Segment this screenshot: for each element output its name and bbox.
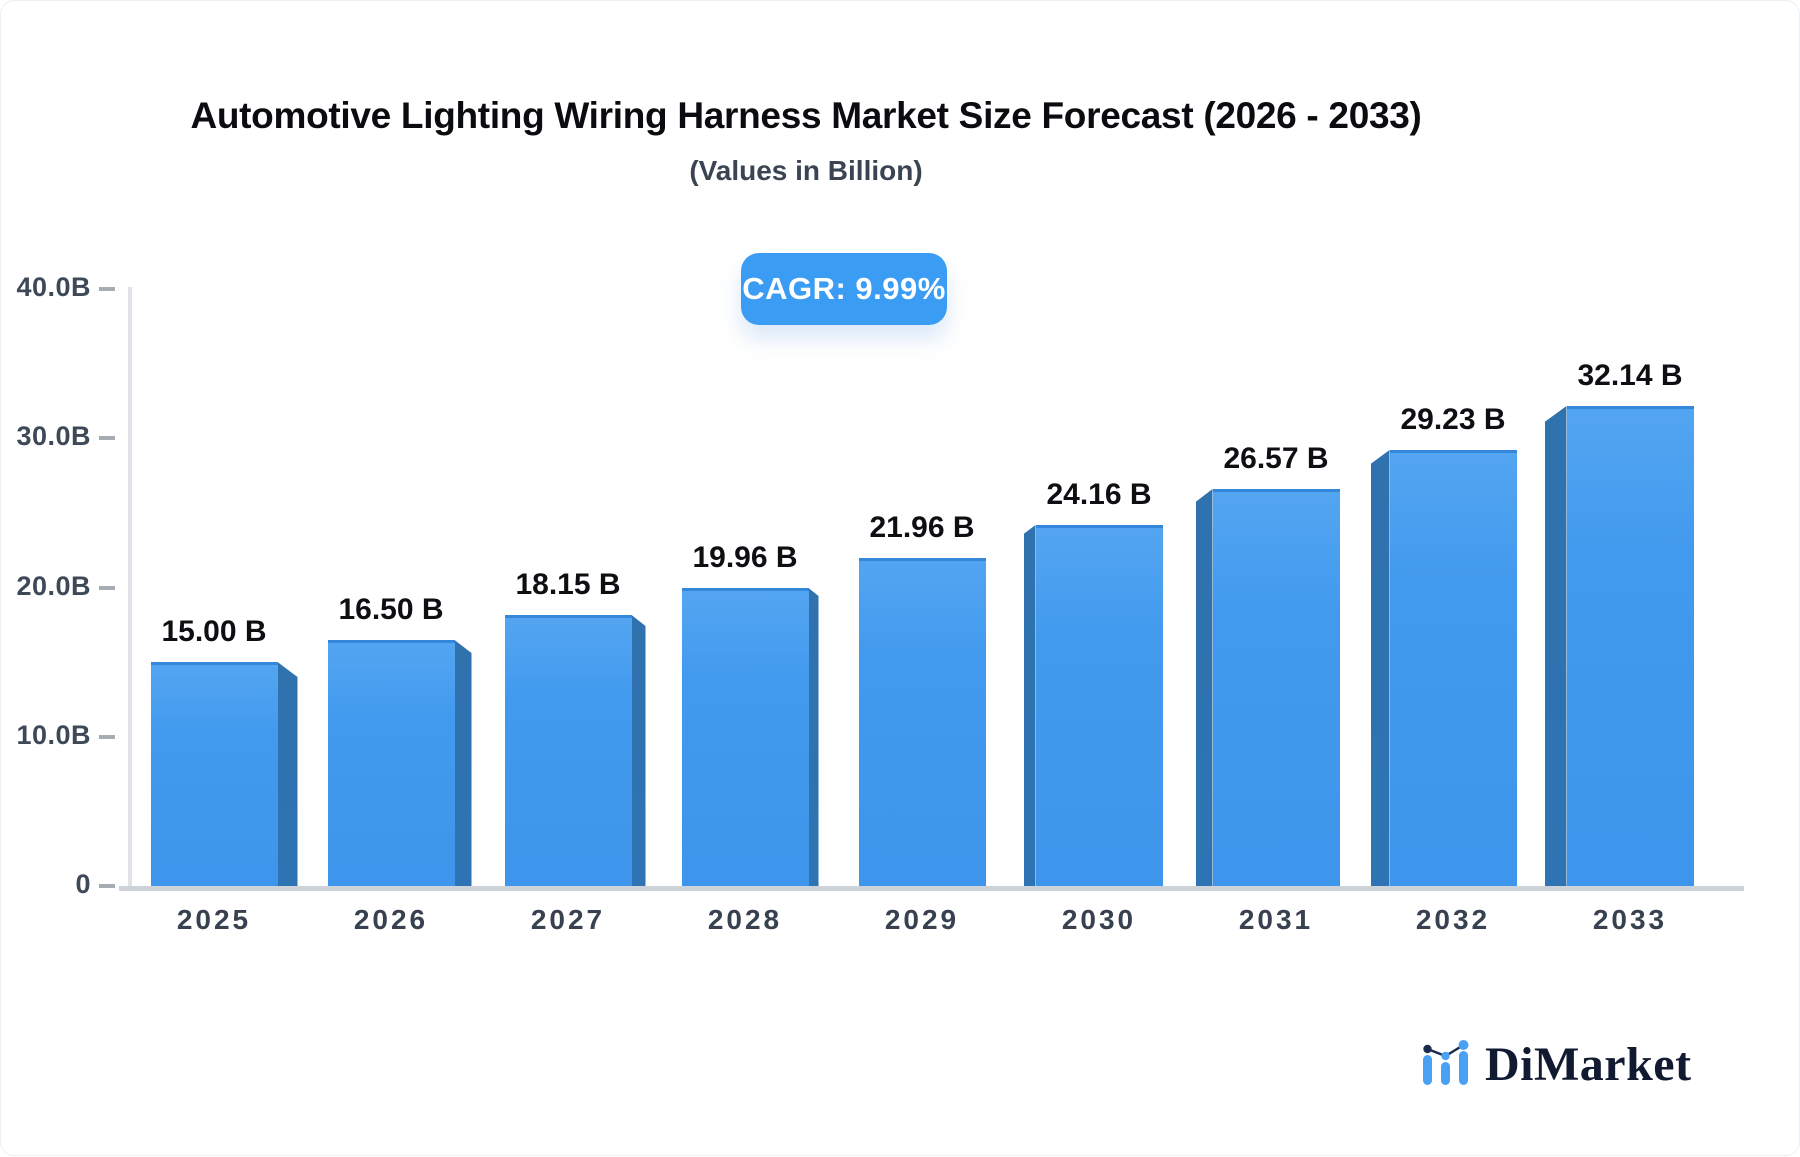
bar-2030 bbox=[1035, 525, 1163, 886]
chart-title: Automotive Lighting Wiring Harness Marke… bbox=[190, 95, 1422, 136]
x-axis-label-2032: 2032 bbox=[1415, 904, 1491, 935]
bar-value-label: 19.96 B bbox=[692, 541, 798, 574]
y-axis-tick-label: 0 bbox=[75, 869, 91, 899]
bar-3d-side-2032 bbox=[1370, 450, 1390, 886]
bar-3d-side-2031 bbox=[1195, 489, 1213, 886]
bar-value-label: 24.16 B bbox=[1046, 478, 1152, 511]
y-axis-tick bbox=[99, 436, 115, 441]
y-axis-tick-label: 30.0B bbox=[16, 421, 91, 452]
x-axis-label-2028: 2028 bbox=[707, 904, 783, 935]
bar-value-label: 32.14 B bbox=[1577, 359, 1683, 392]
bar-3d-side-2033 bbox=[1544, 406, 1567, 886]
cagr-badge: CAGR: 9.99% bbox=[741, 253, 947, 325]
bar-value-label: 21.96 B bbox=[869, 511, 975, 544]
y-axis-tick bbox=[99, 585, 115, 590]
y-axis-line bbox=[128, 287, 132, 890]
bar-3d-side-2028 bbox=[808, 588, 819, 886]
y-axis-tick bbox=[99, 884, 115, 888]
bar-2029 bbox=[858, 558, 986, 886]
x-axis-label-2025: 2025 bbox=[176, 904, 252, 935]
bar-3d-side-2027 bbox=[631, 615, 646, 886]
bar-2025 bbox=[150, 662, 278, 886]
x-axis-label-2029: 2029 bbox=[884, 904, 960, 935]
bar-3d-side-2026 bbox=[454, 640, 472, 886]
mini-bar-chart-icon bbox=[1423, 1040, 1469, 1085]
y-axis-tick-label: 20.0B bbox=[16, 570, 91, 601]
bar-2026 bbox=[327, 640, 455, 886]
x-axis-line bbox=[119, 886, 1744, 891]
y-axis-tick bbox=[99, 287, 115, 291]
y-axis-tick bbox=[99, 734, 115, 739]
bar-3d-side-2030 bbox=[1023, 525, 1036, 886]
bar-3d-side-2025 bbox=[277, 662, 298, 886]
x-axis-label-2030: 2030 bbox=[1061, 904, 1137, 935]
bar-value-label: 16.50 B bbox=[338, 593, 444, 626]
bar-2027 bbox=[504, 615, 632, 886]
x-axis-label-2033: 2033 bbox=[1592, 904, 1668, 935]
y-axis-tick-label: 10.0B bbox=[16, 719, 91, 750]
bar-2028 bbox=[681, 588, 809, 886]
bar-2032 bbox=[1389, 450, 1517, 886]
chart-subtitle: (Values in Billion) bbox=[689, 155, 923, 186]
bar-2033 bbox=[1566, 406, 1694, 886]
bar-value-label: 29.23 B bbox=[1400, 403, 1506, 436]
x-axis-label-2026: 2026 bbox=[353, 904, 429, 935]
brand-name: DiMarket bbox=[1485, 1038, 1692, 1091]
brand-logo: DiMarket bbox=[1421, 1039, 1692, 1089]
bar-value-label: 15.00 B bbox=[161, 615, 267, 648]
bar-value-label: 26.57 B bbox=[1223, 442, 1329, 475]
bar-2031 bbox=[1212, 489, 1340, 886]
bar-value-label: 18.15 B bbox=[515, 568, 621, 601]
x-axis-label-2031: 2031 bbox=[1238, 904, 1314, 935]
x-axis-label-2027: 2027 bbox=[530, 904, 606, 935]
y-axis-tick-label: 40.0B bbox=[16, 272, 91, 302]
